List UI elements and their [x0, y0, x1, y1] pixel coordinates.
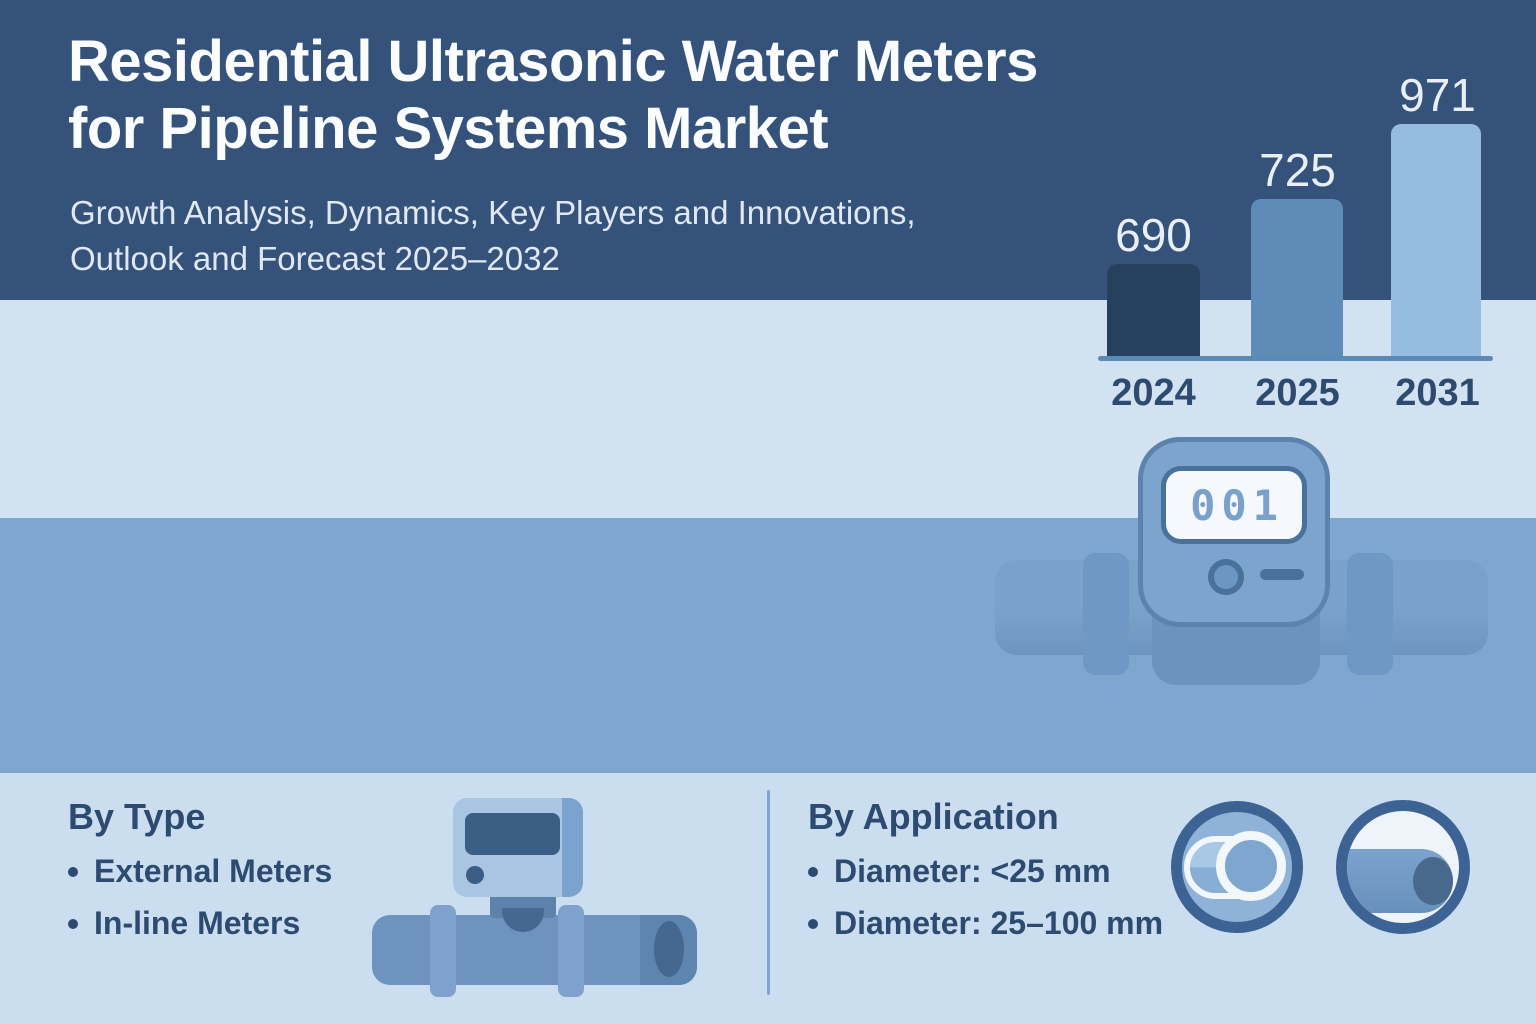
bar-value-2031: 971 [1399, 69, 1476, 121]
bar-label-2025: 2025 [1255, 372, 1340, 414]
header-band: Residential Ultrasonic Water Meters for P… [0, 0, 1536, 300]
by-application-item-label: Diameter: 25–100 mm [834, 905, 1164, 941]
chart-baseline-axis [1098, 356, 1493, 361]
page-subtitle-line2: Outlook and Forecast 2025–2032 [70, 240, 560, 277]
bar-value-2025: 725 [1259, 144, 1336, 196]
meter-head [453, 798, 583, 897]
by-type-heading: By Type [68, 796, 206, 837]
pipe-cross-section-icon [1336, 800, 1470, 934]
bullet-icon [808, 918, 818, 929]
by-application-item-label: Diameter: <25 mm [834, 853, 1111, 889]
page-title-line2: for Pipeline Systems Market [68, 96, 829, 161]
meter-dash-detail [1260, 569, 1304, 580]
page-title-line1: Residential Ultrasonic Water Meters [68, 29, 1038, 94]
by-type-section: By Type External Meters In-line Meters [68, 796, 332, 942]
bar-label-2024: 2024 [1111, 372, 1196, 414]
pipe-fitting-icon [1171, 801, 1303, 933]
inline-meter-icon [372, 798, 697, 1003]
page-title: Residential Ultrasonic Water Meters for P… [68, 28, 1038, 162]
bar-2024 [1107, 264, 1200, 360]
by-application-heading: By Application [808, 796, 1059, 837]
meter-button-icon [466, 866, 484, 884]
meter-digital-display: 001 [1161, 466, 1307, 544]
pipe-flange-left [430, 905, 456, 997]
list-item: Diameter: <25 mm [808, 853, 1163, 890]
bullet-icon [808, 866, 818, 877]
water-meter-illustration: 001 [995, 437, 1490, 687]
bullet-icon [68, 866, 78, 877]
bar-value-2024: 690 [1115, 209, 1192, 261]
bar-2025 [1251, 199, 1343, 360]
pipe-flange-right [1347, 553, 1393, 675]
pipe-flange-right [558, 905, 584, 997]
meter-head: 001 [1138, 437, 1330, 627]
page-subtitle-line1: Growth Analysis, Dynamics, Key Players a… [70, 194, 916, 231]
market-size-bar-chart: 690 725 971 2024 2025 2031 [1093, 56, 1503, 421]
fitting-ring [1216, 831, 1286, 901]
list-item: In-line Meters [68, 905, 332, 942]
meter-screen [465, 813, 560, 855]
pipe-opening [654, 921, 684, 977]
meter-button-icon [1208, 559, 1244, 595]
pipe-flange-left [1083, 553, 1129, 675]
pipe-opening [1413, 857, 1453, 905]
bullet-icon [68, 918, 78, 929]
list-item: Diameter: 25–100 mm [808, 905, 1163, 942]
section-divider [767, 790, 770, 995]
by-application-section: By Application Diameter: <25 mm Diameter… [808, 796, 1163, 942]
by-type-item-label: In-line Meters [94, 905, 301, 941]
list-item: External Meters [68, 853, 332, 890]
by-type-item-label: External Meters [94, 853, 333, 889]
bar-2031 [1391, 124, 1481, 360]
bar-label-2031: 2031 [1395, 372, 1480, 414]
page-subtitle: Growth Analysis, Dynamics, Key Players a… [70, 190, 916, 282]
